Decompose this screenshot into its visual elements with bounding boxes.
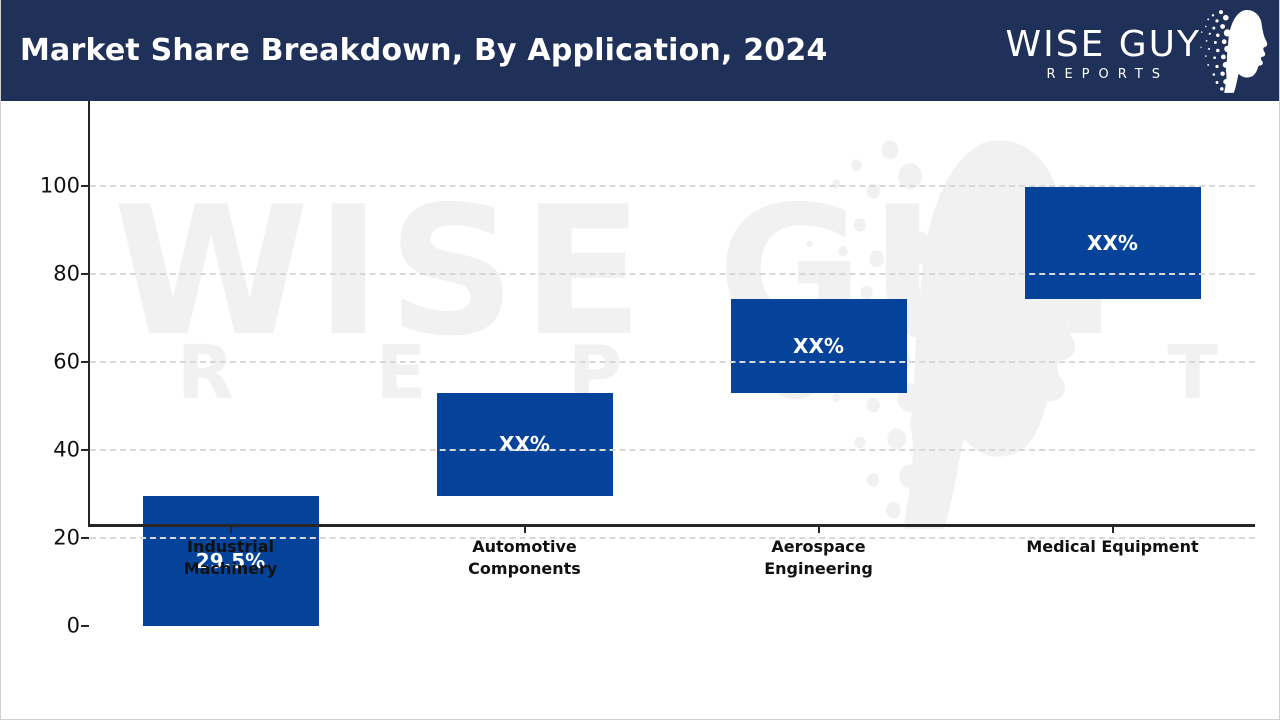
gridline — [90, 448, 1255, 451]
x-tick-mark — [229, 527, 232, 533]
gridline — [90, 360, 1255, 363]
x-category-label: Aerospace Engineering — [764, 537, 873, 578]
gridline — [90, 184, 1255, 187]
x-category-label: Industrial Machinery — [183, 537, 278, 578]
dotted-face-icon — [1200, 10, 1268, 93]
bar-value-label: 29.5% — [195, 549, 266, 574]
bar-value-label: XX% — [793, 333, 844, 358]
page-title: Market Share Breakdown, By Application, … — [20, 33, 828, 68]
gridline — [90, 272, 1255, 275]
y-tick-label: 60 — [53, 349, 80, 374]
x-tick-mark — [817, 527, 820, 533]
y-tick-label: 80 — [53, 261, 80, 286]
x-tick-mark — [523, 527, 526, 533]
y-tick-mark — [81, 360, 89, 363]
x-category-label: Automotive Components — [468, 537, 581, 578]
bar-segment: 29.5% — [142, 496, 319, 626]
header: Market Share Breakdown, By Application, … — [1, 0, 1279, 101]
brand-name: WISE GUY — [1005, 24, 1201, 65]
y-tick-label: 40 — [53, 437, 80, 462]
y-tick-label: 0 — [66, 613, 80, 638]
bar-segment: XX% — [730, 299, 907, 393]
brand-logo: WISE GUY REPORTS — [1006, 0, 1271, 101]
gridline — [90, 536, 1255, 539]
x-tick-mark — [1111, 527, 1114, 533]
y-tick-mark — [81, 272, 89, 275]
y-axis-line — [88, 62, 90, 526]
bar-value-label: XX% — [499, 432, 550, 457]
bar-segment: XX% — [1024, 187, 1201, 300]
brand-subtitle: REPORTS — [1046, 67, 1170, 82]
x-axis-line — [88, 524, 1255, 527]
y-tick-mark — [81, 184, 89, 187]
y-tick-label: 100 — [39, 173, 80, 198]
bar-segment: XX% — [436, 392, 613, 497]
bar-value-label: XX% — [1087, 231, 1138, 256]
y-tick-mark — [81, 448, 89, 451]
y-tick-label: 20 — [53, 525, 80, 550]
y-tick-mark — [81, 536, 89, 539]
x-category-label: Medical Equipment — [1026, 537, 1199, 556]
watermark-subtext: R E P O R T S — [177, 330, 1279, 416]
y-tick-mark — [81, 625, 89, 627]
